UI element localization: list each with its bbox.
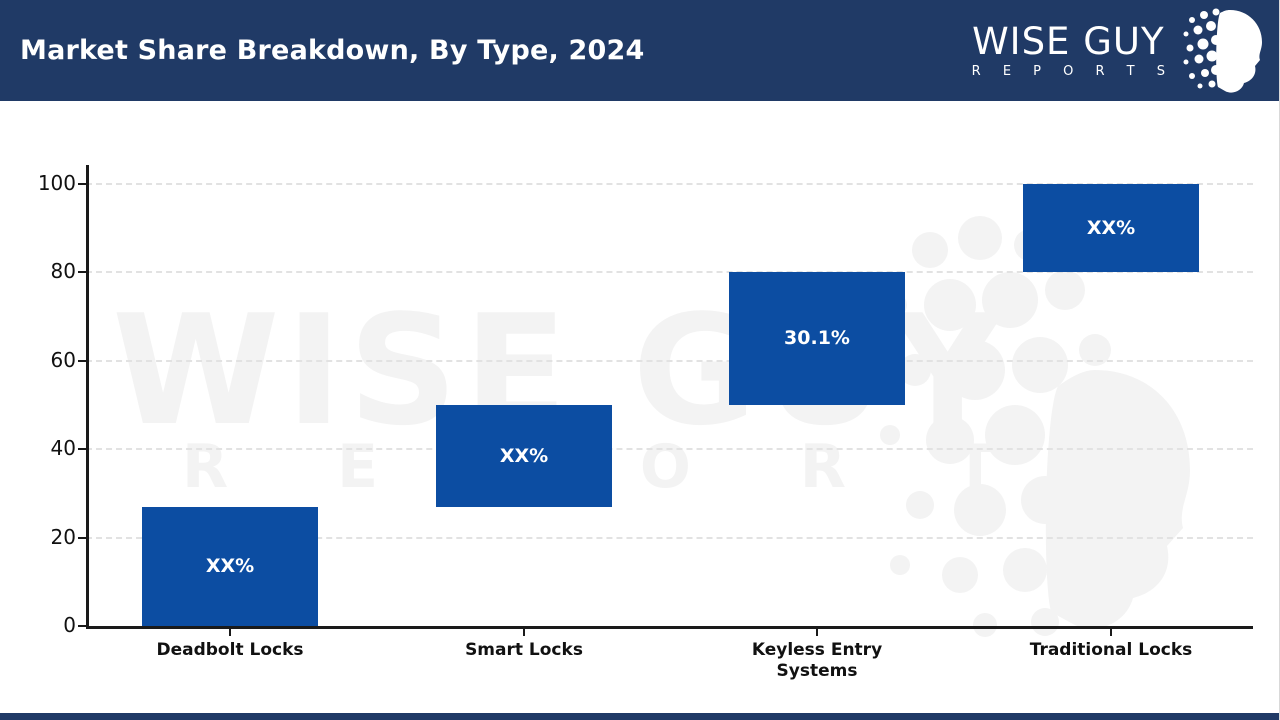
x-tick-2 [523,628,525,636]
wiseguy-logo: WISE GUY R E P O R T S [963,6,1266,96]
page-title: Market Share Breakdown, By Type, 2024 [20,35,645,66]
y-tick-40 [78,448,86,450]
bar-keyless-entry-systems: 30.1% [729,271,905,405]
wiseguy-logo-wordmark: WISE GUY [972,20,1165,63]
wiseguy-logo-subtitle: R E P O R T S [971,64,1174,79]
y-tick-0 [78,625,86,627]
y-tick-100 [78,182,86,185]
gridline-100 [86,182,1253,185]
x-axis-spine [86,626,1253,629]
y-axis-spine [86,165,89,628]
y-tick-60 [78,359,86,362]
gridline-40 [86,448,1253,450]
wiseguy-logo-text: WISE GUY R E P O R T S [963,23,1174,78]
y-tick-label-80: 80 [50,259,76,283]
bar-value-label: 30.1% [784,327,850,350]
gridline-80 [86,271,1253,273]
gridline-20 [86,536,1253,539]
watermark-face-icon [880,216,1190,637]
bar-deadbolt-locks: XX% [142,506,318,626]
y-tick-label-40: 40 [50,436,76,460]
footer-band [0,713,1279,720]
bar-value-label: XX% [499,444,549,467]
y-tick-20 [78,536,86,539]
y-tick-label-60: 60 [50,347,76,372]
x-tick-1 [229,628,231,636]
bar-value-label: XX% [205,555,255,578]
x-category-label-1: Deadbolt Locks [156,640,304,660]
x-category-label-2: Smart Locks [465,640,583,660]
wiseguy-face-icon [1183,8,1262,93]
gridline-60 [86,359,1253,362]
x-category-label-4: Traditional Locks [1029,640,1193,660]
x-tick-3 [816,628,818,636]
y-tick-80 [78,271,86,273]
y-tick-label-0: 0 [63,613,76,637]
bar-smart-locks: XX% [436,404,612,507]
y-tick-label-100: 100 [37,170,76,195]
bar-value-label: XX% [1086,216,1136,239]
header-band: Market Share Breakdown, By Type, 2024 WI… [0,0,1279,101]
y-tick-label-20: 20 [50,524,76,549]
x-tick-4 [1110,628,1112,636]
x-category-label-3: Keyless Entry Systems [751,640,883,682]
bar-traditional-locks: XX% [1023,183,1199,272]
